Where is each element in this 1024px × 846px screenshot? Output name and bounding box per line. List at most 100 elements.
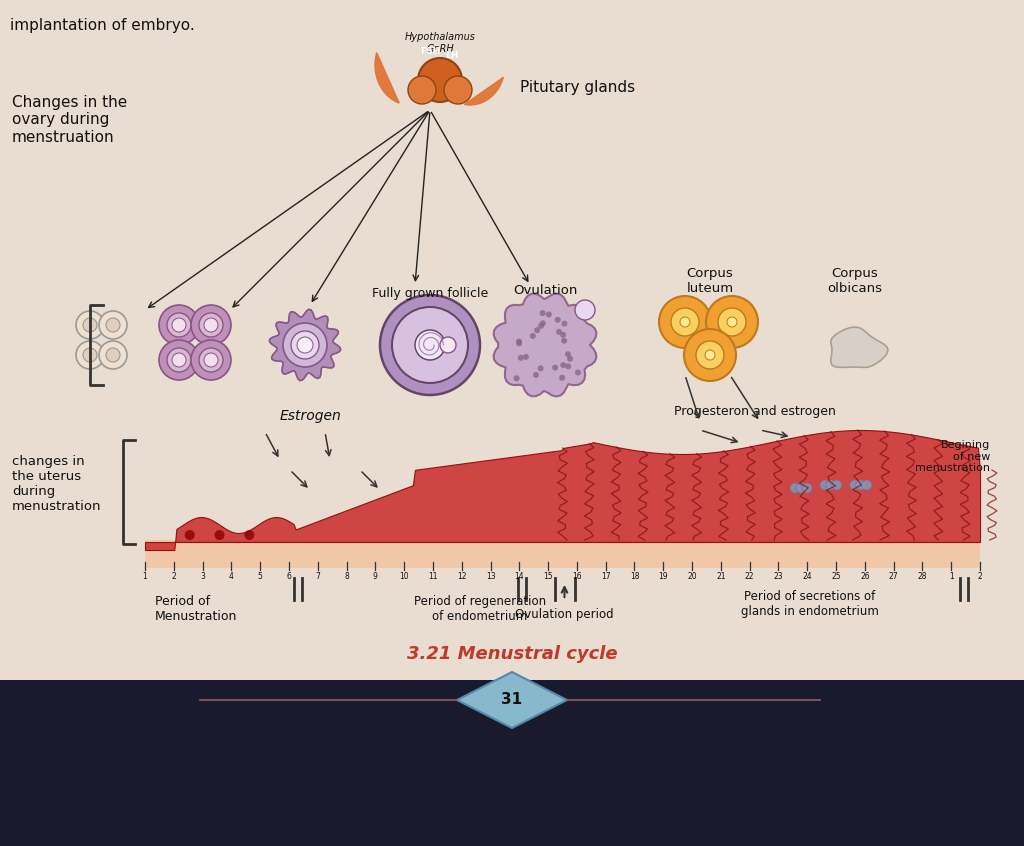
Text: 9: 9 bbox=[373, 572, 378, 581]
Circle shape bbox=[559, 375, 565, 381]
Circle shape bbox=[565, 363, 571, 370]
Text: Hypothalamus
GnRH: Hypothalamus GnRH bbox=[404, 32, 475, 53]
Circle shape bbox=[856, 480, 865, 490]
Circle shape bbox=[514, 376, 519, 382]
Text: 6: 6 bbox=[287, 572, 292, 581]
Text: 11: 11 bbox=[428, 572, 437, 581]
Text: 14: 14 bbox=[514, 572, 524, 581]
Text: Estrogen: Estrogen bbox=[280, 409, 341, 423]
Circle shape bbox=[518, 354, 524, 360]
Text: 15: 15 bbox=[544, 572, 553, 581]
Circle shape bbox=[172, 353, 186, 367]
Text: 5: 5 bbox=[258, 572, 262, 581]
Text: 1: 1 bbox=[949, 572, 953, 581]
Polygon shape bbox=[269, 310, 341, 381]
Circle shape bbox=[826, 480, 836, 490]
Text: 12: 12 bbox=[457, 572, 467, 581]
Text: Pitutary glands: Pitutary glands bbox=[520, 80, 635, 95]
Text: 2: 2 bbox=[171, 572, 176, 581]
Circle shape bbox=[106, 348, 120, 362]
Circle shape bbox=[696, 341, 724, 369]
Text: 23: 23 bbox=[774, 572, 783, 581]
Text: implantation of embryo.: implantation of embryo. bbox=[10, 18, 195, 33]
Circle shape bbox=[191, 305, 231, 345]
Polygon shape bbox=[375, 52, 399, 103]
Circle shape bbox=[380, 295, 480, 395]
Circle shape bbox=[83, 318, 97, 332]
Circle shape bbox=[850, 480, 860, 490]
Circle shape bbox=[99, 311, 127, 339]
Circle shape bbox=[167, 348, 191, 372]
Circle shape bbox=[831, 480, 842, 490]
Circle shape bbox=[523, 354, 528, 360]
Circle shape bbox=[76, 311, 104, 339]
Circle shape bbox=[560, 362, 566, 368]
Text: 17: 17 bbox=[601, 572, 610, 581]
Circle shape bbox=[297, 337, 313, 353]
Polygon shape bbox=[269, 310, 341, 381]
FancyBboxPatch shape bbox=[0, 0, 1024, 680]
Circle shape bbox=[560, 332, 566, 338]
Circle shape bbox=[575, 300, 595, 320]
Text: 24: 24 bbox=[803, 572, 812, 581]
Circle shape bbox=[680, 317, 690, 327]
Circle shape bbox=[199, 348, 223, 372]
Text: 21: 21 bbox=[716, 572, 726, 581]
Circle shape bbox=[291, 331, 319, 359]
Circle shape bbox=[659, 296, 711, 348]
Text: Corpus
luteum: Corpus luteum bbox=[686, 267, 733, 295]
FancyBboxPatch shape bbox=[145, 540, 980, 568]
Text: Changes in the
ovary during
menstruation: Changes in the ovary during menstruation bbox=[12, 95, 127, 145]
Circle shape bbox=[172, 318, 186, 332]
Text: Fully grown follicle: Fully grown follicle bbox=[372, 287, 488, 300]
Circle shape bbox=[415, 330, 445, 360]
Circle shape bbox=[820, 480, 829, 490]
Circle shape bbox=[283, 323, 327, 367]
Text: LH: LH bbox=[445, 51, 459, 59]
Circle shape bbox=[538, 323, 544, 329]
Text: 25: 25 bbox=[831, 572, 841, 581]
Text: 1: 1 bbox=[142, 572, 147, 581]
Circle shape bbox=[516, 340, 522, 346]
Circle shape bbox=[215, 530, 224, 540]
Polygon shape bbox=[457, 672, 567, 728]
Circle shape bbox=[529, 333, 536, 339]
Circle shape bbox=[556, 329, 562, 335]
Circle shape bbox=[705, 350, 715, 360]
Circle shape bbox=[245, 530, 254, 540]
Circle shape bbox=[718, 308, 746, 336]
Text: 26: 26 bbox=[860, 572, 869, 581]
Text: Begining
of new
menustration: Begining of new menustration bbox=[915, 440, 990, 473]
Text: 27: 27 bbox=[889, 572, 898, 581]
Polygon shape bbox=[494, 294, 596, 397]
Circle shape bbox=[76, 341, 104, 369]
Text: 2: 2 bbox=[978, 572, 982, 581]
Circle shape bbox=[862, 480, 871, 490]
Circle shape bbox=[727, 317, 737, 327]
Circle shape bbox=[83, 348, 97, 362]
Text: 18: 18 bbox=[630, 572, 639, 581]
Circle shape bbox=[184, 530, 195, 540]
Text: Period of regeneration
of endometrium: Period of regeneration of endometrium bbox=[414, 595, 546, 623]
Text: 16: 16 bbox=[572, 572, 582, 581]
Circle shape bbox=[538, 365, 544, 371]
Circle shape bbox=[671, 308, 699, 336]
Text: 3.21 Menustral cycle: 3.21 Menustral cycle bbox=[407, 645, 617, 663]
Circle shape bbox=[796, 483, 806, 493]
Circle shape bbox=[552, 365, 558, 371]
Circle shape bbox=[191, 340, 231, 380]
Circle shape bbox=[106, 318, 120, 332]
Circle shape bbox=[392, 307, 468, 383]
Circle shape bbox=[532, 372, 539, 378]
Circle shape bbox=[561, 338, 567, 343]
Text: FSH: FSH bbox=[420, 47, 440, 57]
Text: changes in
the uterus
during
menustration: changes in the uterus during menustratio… bbox=[12, 455, 101, 513]
Text: 20: 20 bbox=[687, 572, 697, 581]
Text: Progesteron and estrogen: Progesteron and estrogen bbox=[674, 405, 836, 418]
Circle shape bbox=[565, 351, 571, 357]
Text: Period of
Menustration: Period of Menustration bbox=[155, 595, 238, 623]
Circle shape bbox=[440, 337, 456, 353]
Text: 3: 3 bbox=[200, 572, 205, 581]
Circle shape bbox=[444, 76, 472, 104]
Circle shape bbox=[535, 327, 540, 333]
